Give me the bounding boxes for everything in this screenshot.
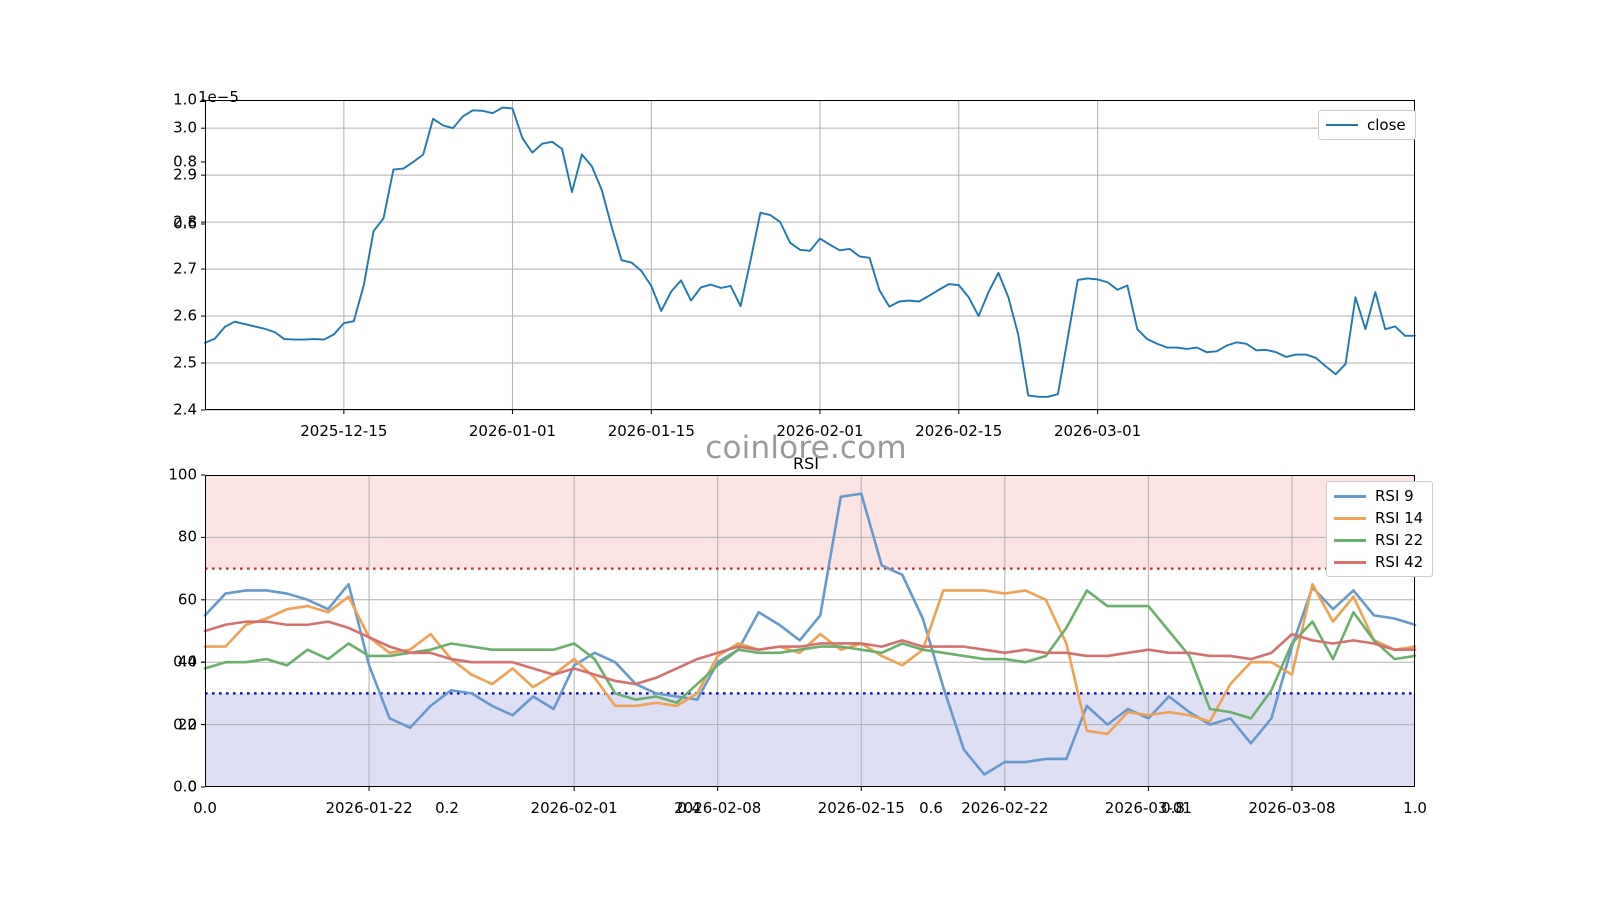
legend-item[interactable]: RSI 42 (1334, 553, 1424, 571)
legend-color-swatch (1326, 124, 1358, 126)
price-y-tick: 2.9 (173, 165, 197, 184)
price-legend[interactable]: close (1318, 110, 1416, 140)
rsi-x-fraction-tick: 0.4 (677, 799, 701, 817)
rsi-y-tick: 60 (177, 590, 197, 609)
legend-color-swatch (1334, 538, 1366, 542)
price-x-tick: 2025-12-15 (300, 422, 388, 440)
legend-label: RSI 9 (1375, 487, 1414, 505)
watermark-coinlore: coinlore.com (705, 430, 907, 466)
price-y-tick: 2.6 (173, 306, 197, 325)
rsi-x-fraction-tick: 0.2 (435, 799, 459, 817)
price-y-tick: 2.5 (173, 353, 197, 372)
legend-item[interactable]: RSI 9 (1334, 487, 1423, 505)
legend-item[interactable]: RSI 14 (1334, 509, 1424, 527)
rsi-shaded-band (205, 475, 1415, 569)
rsi-title: RSI (793, 454, 819, 473)
legend-item[interactable]: RSI 22 (1334, 531, 1424, 549)
rsi-x-date-tick: 2026-01-22 (325, 799, 413, 817)
rsi-y-secondary-tick: 0.2 (173, 715, 197, 734)
rsi-x-date-tick: 2026-02-01 (530, 799, 618, 817)
rsi-x-fraction-tick: 0.8 (1161, 799, 1185, 817)
rsi-x-fraction-tick: 0.6 (919, 799, 943, 817)
rsi-x-date-tick: 2026-02-15 (817, 799, 905, 817)
price-y-secondary-tick: 0.8 (173, 152, 197, 171)
rsi-series-line (203, 582, 1417, 736)
price-plot-area (201, 99, 1416, 414)
price-y-tick: 2.7 (173, 259, 197, 278)
price-x-tick: 2026-02-01 (776, 422, 864, 440)
price-x-tick: 2026-02-15 (915, 422, 1003, 440)
price-x-tick: 2026-01-01 (468, 422, 557, 440)
rsi-x-fraction-tick: 1.0 (1403, 799, 1427, 817)
price-y-offset-label: 1e−5 (198, 88, 239, 106)
rsi-y-secondary-tick: 0.0 (173, 777, 197, 796)
rsi-y-tick: 80 (177, 527, 197, 546)
close-price-line (204, 106, 1416, 398)
rsi-plot-frame (205, 475, 1415, 787)
price-y-secondary-tick: 1.0 (173, 90, 197, 109)
rsi-y-tick: 20 (177, 715, 197, 734)
rsi-x-date-tick: 2026-02-22 (961, 799, 1049, 817)
price-x-tick: 2026-01-15 (607, 422, 695, 440)
price-x-tick: 2026-03-01 (1054, 422, 1142, 440)
rsi-series-line (203, 492, 1417, 776)
rsi-legend[interactable]: RSI 9 RSI 14 RSI 22 RSI 42 (1326, 481, 1434, 577)
legend-color-swatch (1334, 516, 1366, 520)
price-chart-panel (201, 99, 1416, 414)
legend-item[interactable]: close (1326, 116, 1406, 134)
price-y-tick: 2.4 (173, 400, 197, 419)
rsi-x-fraction-tick: 0.0 (193, 799, 217, 817)
rsi-series-line (203, 589, 1417, 720)
rsi-y-tick: 100 (168, 465, 197, 484)
rsi-y-secondary-tick: 0.4 (173, 652, 197, 671)
legend-label: RSI 22 (1375, 531, 1424, 549)
price-y-tick: 3.0 (173, 118, 197, 137)
rsi-plot-area (201, 474, 1417, 791)
rsi-x-date-tick: 2026-03-08 (1248, 799, 1336, 817)
legend-label: RSI 42 (1375, 553, 1424, 571)
rsi-x-date-tick: 2026-02-08 (674, 799, 762, 817)
legend-color-swatch (1334, 494, 1366, 498)
rsi-y-tick: 0 (187, 777, 197, 796)
price-y-tick: 2.8 (173, 212, 197, 231)
legend-label: close (1367, 116, 1406, 134)
rsi-series-line (203, 620, 1417, 686)
rsi-x-date-tick: 2026-03-01 (1104, 799, 1192, 817)
price-y-secondary-tick: 0.6 (173, 214, 197, 233)
rsi-y-tick: 40 (177, 652, 197, 671)
legend-label: RSI 14 (1375, 509, 1424, 527)
legend-color-swatch (1334, 560, 1366, 564)
rsi-chart-panel (201, 474, 1417, 791)
price-plot-frame (205, 100, 1415, 410)
